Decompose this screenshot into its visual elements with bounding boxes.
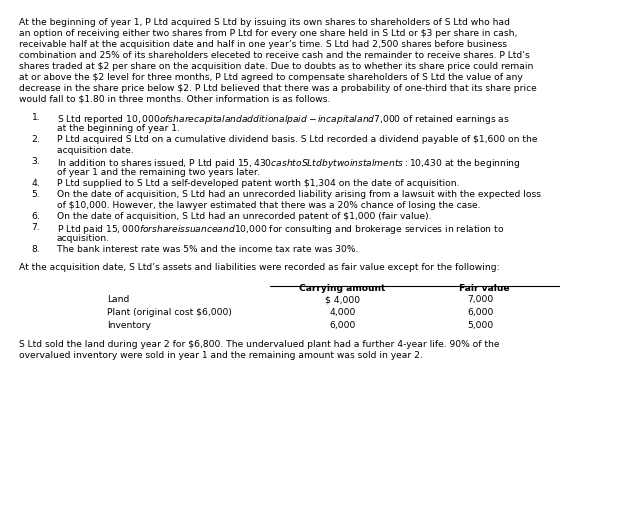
Text: Land: Land: [107, 295, 129, 304]
Text: at or above the $2 level for three months, P Ltd agreed to compensate shareholde: at or above the $2 level for three month…: [19, 73, 522, 82]
Text: S Ltd reported $10,000 of share capital and additional paid-in capital and $7,00: S Ltd reported $10,000 of share capital …: [56, 113, 510, 125]
Text: 2.: 2.: [31, 135, 40, 144]
Text: at the beginning of year 1.: at the beginning of year 1.: [56, 123, 179, 133]
Text: Plant (original cost $6,000): Plant (original cost $6,000): [107, 308, 232, 317]
Text: S Ltd sold the land during year 2 for $6,800. The undervalued plant had a furthe: S Ltd sold the land during year 2 for $6…: [19, 340, 499, 349]
Text: 5,000: 5,000: [467, 321, 494, 330]
Text: Fair value: Fair value: [458, 284, 509, 293]
Text: of $10,000. However, the lawyer estimated that there was a 20% chance of losing : of $10,000. However, the lawyer estimate…: [56, 201, 480, 210]
Text: P Ltd acquired S Ltd on a cumulative dividend basis. S Ltd recorded a dividend p: P Ltd acquired S Ltd on a cumulative div…: [56, 135, 537, 144]
Text: an option of receiving either two shares from P Ltd for every one share held in : an option of receiving either two shares…: [19, 29, 517, 38]
Text: At the beginning of year 1, P Ltd acquired S Ltd by issuing its own shares to sh: At the beginning of year 1, P Ltd acquir…: [19, 17, 510, 27]
Text: would fall to $1.80 in three months. Other information is as follows.: would fall to $1.80 in three months. Oth…: [19, 95, 330, 104]
Text: 4.: 4.: [31, 179, 40, 188]
Text: 8.: 8.: [31, 245, 40, 254]
Text: overvalued inventory were sold in year 1 and the remaining amount was sold in ye: overvalued inventory were sold in year 1…: [19, 351, 423, 360]
Text: On the date of acquisition, S Ltd had an unrecorded liability arising from a law: On the date of acquisition, S Ltd had an…: [56, 190, 540, 199]
Text: 6.: 6.: [31, 212, 40, 221]
Text: $ 4,000: $ 4,000: [325, 295, 360, 304]
Text: 3.: 3.: [31, 157, 40, 166]
Text: In addition to shares issued, P Ltd paid $15,430 cash to S Ltd by two instalment: In addition to shares issued, P Ltd paid…: [56, 157, 520, 170]
Text: 7,000: 7,000: [467, 295, 494, 304]
Text: On the date of acquisition, S Ltd had an unrecorded patent of $1,000 (fair value: On the date of acquisition, S Ltd had an…: [56, 212, 431, 221]
Text: 4,000: 4,000: [329, 308, 356, 317]
Text: of year 1 and the remaining two years later.: of year 1 and the remaining two years la…: [56, 168, 260, 177]
Text: P Ltd supplied to S Ltd a self-developed patent worth $1,304 on the date of acqu: P Ltd supplied to S Ltd a self-developed…: [56, 179, 459, 188]
Text: At the acquisition date, S Ltd’s assets and liabilities were recorded as fair va: At the acquisition date, S Ltd’s assets …: [19, 263, 499, 272]
Text: 6,000: 6,000: [467, 308, 494, 317]
Text: acquisition date.: acquisition date.: [56, 146, 133, 155]
Text: Inventory: Inventory: [107, 321, 151, 330]
Text: 5.: 5.: [31, 190, 40, 199]
Text: decrease in the share price below $2. P Ltd believed that there was a probabilit: decrease in the share price below $2. P …: [19, 84, 537, 93]
Text: combination and 25% of its shareholders eleceted to receive cash and the remaind: combination and 25% of its shareholders …: [19, 51, 529, 60]
Text: Carrying amount: Carrying amount: [299, 284, 386, 293]
Text: The bank interest rate was 5% and the income tax rate was 30%.: The bank interest rate was 5% and the in…: [56, 245, 358, 254]
Text: 6,000: 6,000: [329, 321, 356, 330]
Text: shares traded at $2 per share on the acquisition date. Due to doubts as to wheth: shares traded at $2 per share on the acq…: [19, 62, 533, 71]
Text: 1.: 1.: [31, 113, 40, 121]
Text: P Ltd paid $15,000 for share issuance and $10,000 for consulting and brokerage s: P Ltd paid $15,000 for share issuance an…: [56, 223, 504, 236]
Text: 7.: 7.: [31, 223, 40, 232]
Text: receivable half at the acquisition date and half in one year’s time. S Ltd had 2: receivable half at the acquisition date …: [19, 40, 507, 49]
Text: acquisition.: acquisition.: [56, 234, 110, 243]
